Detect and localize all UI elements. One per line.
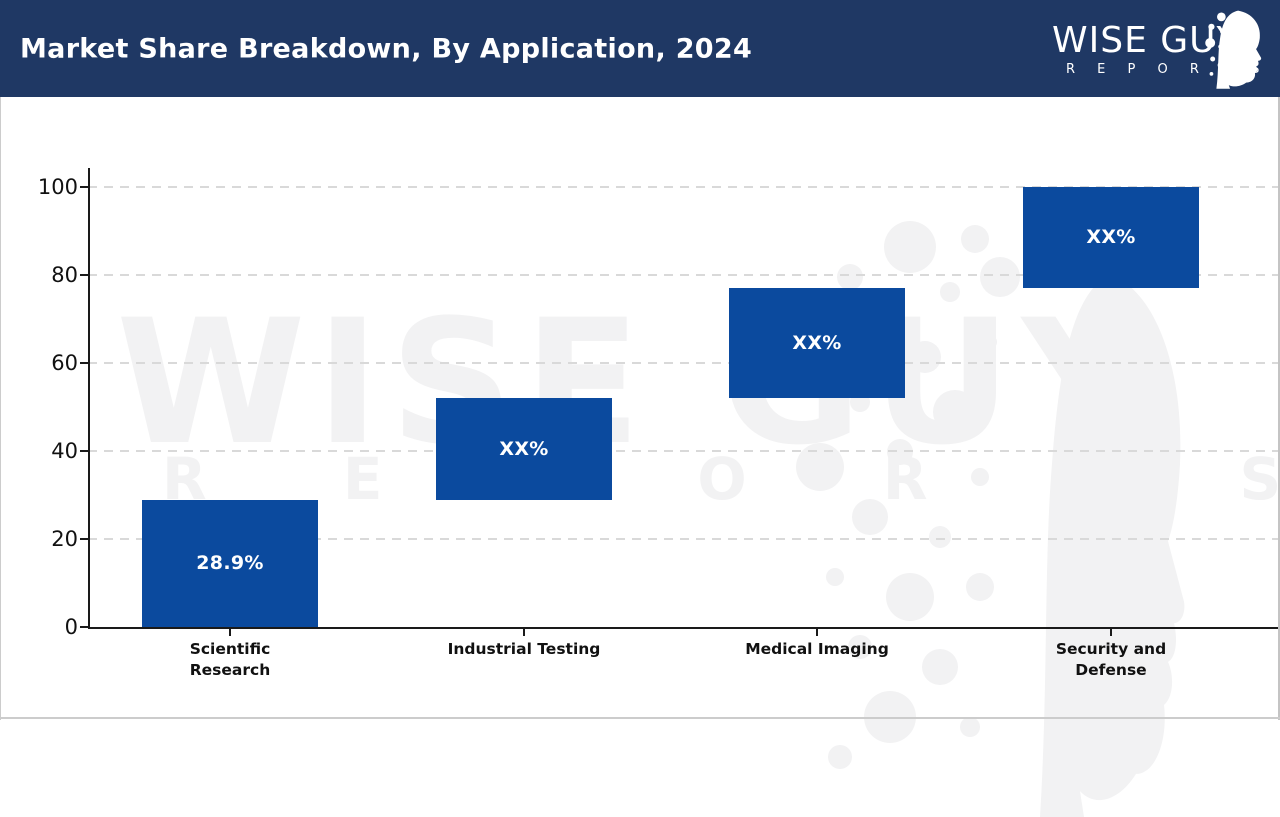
- y-axis-tick-20: [80, 537, 88, 540]
- gridline-y-80: [88, 273, 1278, 276]
- y-axis-line: [88, 168, 90, 627]
- y-axis-label-40: 40: [51, 438, 78, 463]
- bar-medical-imaging: XX%: [729, 287, 905, 398]
- x-axis-label-0: Scientific Research: [189, 640, 271, 679]
- bar-value-label: XX%: [1086, 226, 1136, 249]
- x-axis-tick-1: [523, 629, 525, 636]
- x-axis-line: [88, 627, 1278, 629]
- y-axis-tick-0: [80, 626, 88, 628]
- y-axis-label-80: 80: [51, 262, 78, 287]
- y-axis-tick-60: [80, 361, 88, 364]
- y-axis-tick-100: [80, 185, 88, 188]
- figure-border-right: [1278, 97, 1280, 720]
- x-axis-tick-2: [816, 629, 818, 636]
- gridline-y-100: [88, 185, 1278, 188]
- logo-face-icon: [1205, 10, 1262, 89]
- y-axis-tick-80: [80, 273, 88, 276]
- page-title: Market Share Breakdown, By Application, …: [20, 33, 753, 64]
- x-axis-tick-0: [229, 629, 231, 636]
- wise-guy-reports-logo: WISE GUY R E P O R T S: [1018, 0, 1268, 97]
- watermark-wiseguy-text: WISE GUY: [116, 282, 1157, 483]
- bar-value-label: XX%: [499, 437, 549, 460]
- bar-value-label: XX%: [792, 331, 842, 354]
- y-axis-tick-40: [80, 449, 88, 452]
- y-axis-label-20: 20: [51, 526, 78, 551]
- watermark-face-icon: [1040, 274, 1185, 817]
- figure-border-bottom: [0, 717, 1280, 719]
- x-axis-label-1: Industrial Testing: [447, 640, 601, 658]
- gridline-y-40: [88, 449, 1278, 452]
- gridline-y-20: [88, 537, 1278, 540]
- bar-industrial-testing: XX%: [436, 397, 612, 500]
- header-bar: Market Share Breakdown, By Application, …: [0, 0, 1280, 97]
- y-axis-label-0: 0: [64, 615, 78, 639]
- bar-security-and-defense: XX%: [1023, 186, 1199, 288]
- x-axis-label-2: Medical Imaging: [745, 640, 889, 658]
- x-axis-tick-3: [1110, 629, 1112, 636]
- y-axis-label-100: 100: [37, 174, 78, 199]
- y-axis-label-60: 60: [51, 350, 78, 375]
- background-watermark: WISE GUY R E P O R T S: [0, 97, 1280, 817]
- bar-scientific-research: 28.9%: [142, 499, 318, 627]
- gridline-y-60: [88, 361, 1278, 364]
- chart-plot-area: 0 20 40 60 80 100 28.9% Scientific Research XX% I…: [37, 168, 1278, 679]
- bar-value-label: 28.9%: [196, 552, 264, 575]
- x-axis-label-3: Security and Defense: [1055, 640, 1167, 679]
- figure-border-left: [0, 97, 1, 720]
